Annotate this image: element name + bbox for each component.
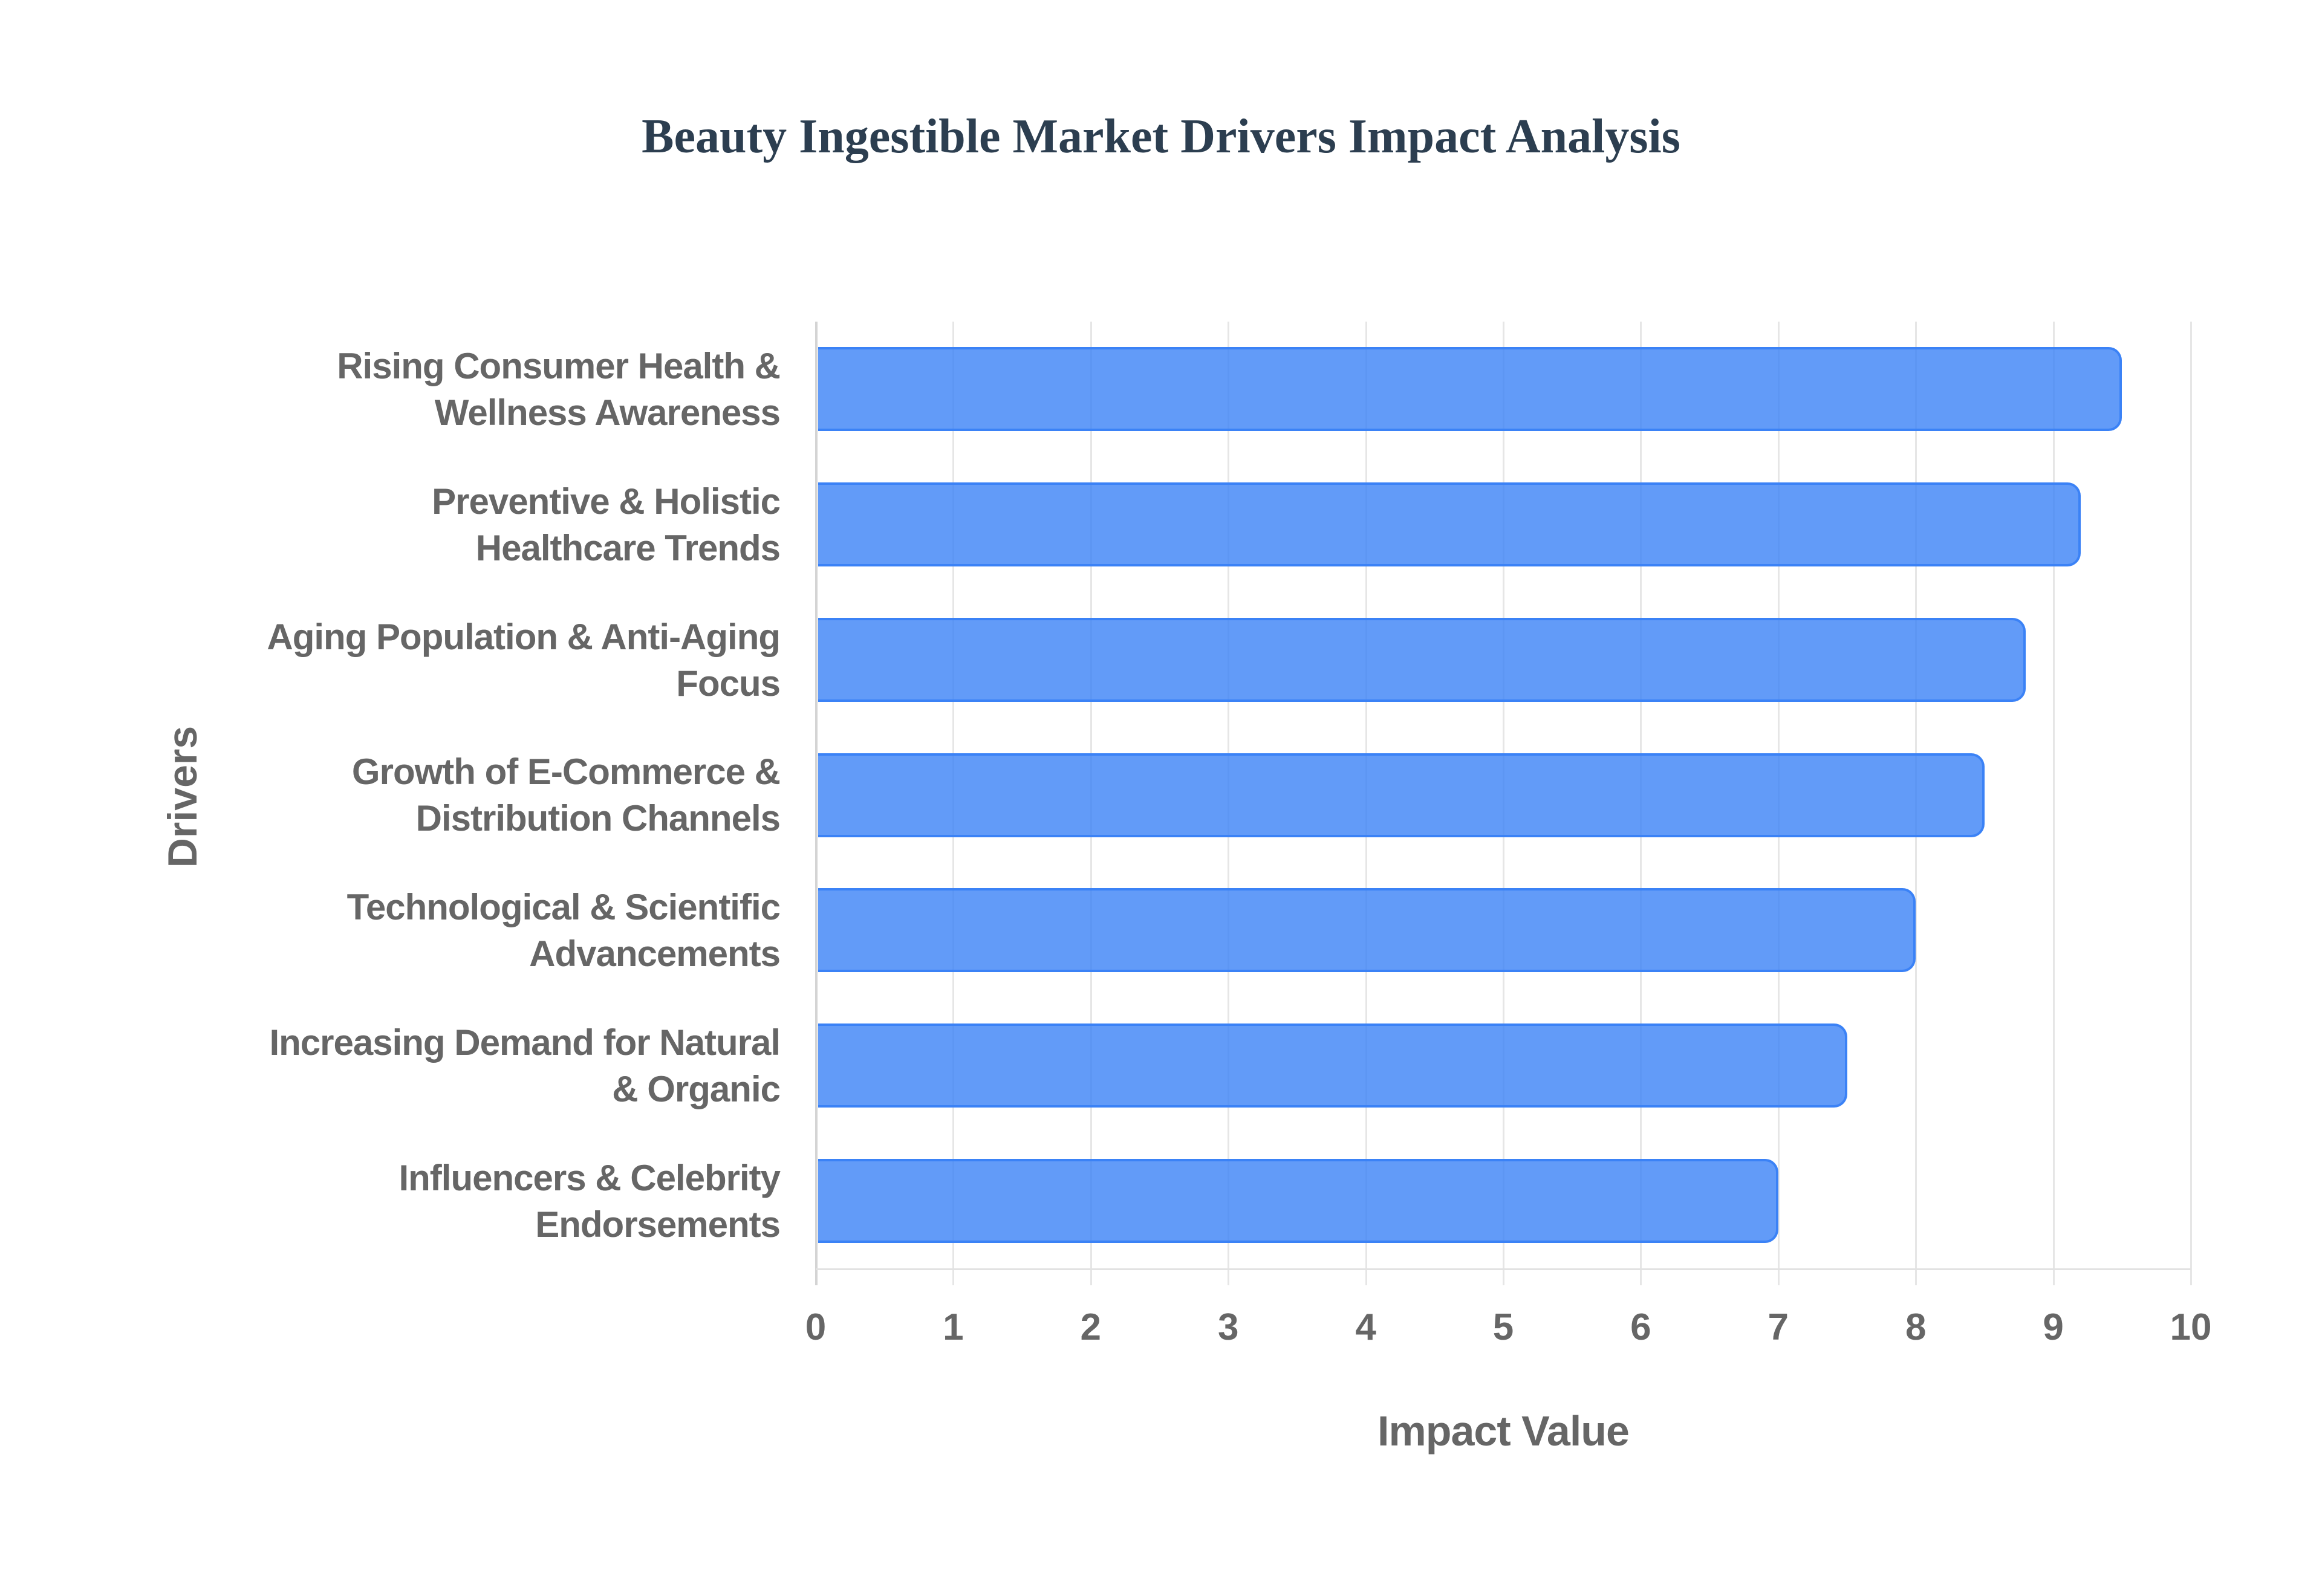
x-tick-label: 1 (943, 1306, 964, 1348)
x-tick-label: 2 (1080, 1306, 1102, 1348)
y-tick-label-text: Increasing Demand for Natural & Organic (269, 1022, 781, 1110)
y-tick-label: Aging Population & Anti-Aging Focus (181, 592, 781, 728)
bar-band (816, 457, 2191, 592)
y-tick-label-text: Preventive & Holistic Healthcare Trends (432, 481, 781, 568)
y-tick-label-text: Technological & Scientific Advancements (346, 887, 781, 975)
y-tick-label: Increasing Demand for Natural & Organic (181, 998, 781, 1134)
bar-band (816, 863, 2191, 998)
y-tick-label: Technological & Scientific Advancements (181, 863, 781, 998)
gridline (2190, 322, 2192, 1285)
bar[interactable] (818, 347, 2122, 431)
bar[interactable] (818, 617, 2026, 702)
y-tick-label-text: Aging Population & Anti-Aging Focus (267, 616, 781, 704)
bar[interactable] (818, 1159, 1778, 1244)
bar[interactable] (818, 1023, 1847, 1108)
bar[interactable] (818, 482, 2081, 566)
bar-band (816, 998, 2191, 1134)
bar-band (816, 322, 2191, 457)
bar-band (816, 592, 2191, 728)
plot-area (815, 322, 2192, 1285)
bar[interactable] (818, 888, 1916, 973)
y-tick-label-text: Influencers & Celebrity Endorsements (398, 1158, 781, 1245)
x-tick-label: 6 (1630, 1306, 1651, 1348)
bar-band (816, 728, 2191, 863)
x-tick-label: 0 (805, 1306, 827, 1348)
x-tick-label: 3 (1217, 1306, 1239, 1348)
y-axis-labels: Rising Consumer Health & Wellness Awaren… (181, 322, 781, 1269)
chart-title: Beauty Ingestible Market Drivers Impact … (642, 110, 1680, 163)
x-tick-label: 5 (1492, 1306, 1514, 1348)
y-tick-label: Preventive & Holistic Healthcare Trends (181, 457, 781, 592)
x-tick-label: 10 (2170, 1306, 2212, 1348)
bar-band (816, 1134, 2191, 1269)
y-tick-label-text: Rising Consumer Health & Wellness Awaren… (337, 345, 781, 433)
gridline (2052, 322, 2055, 1285)
x-tick-label: 4 (1355, 1306, 1376, 1348)
x-axis-title: Impact Value (1377, 1407, 1630, 1455)
y-axis-line (815, 322, 818, 1285)
x-tick-label: 9 (2043, 1306, 2064, 1348)
x-axis-line (816, 1268, 2191, 1270)
y-tick-label: Growth of E-Commerce & Distribution Chan… (181, 728, 781, 863)
x-axis-ticks: 0 1 2 3 4 5 6 7 8 9 10 (805, 1306, 2212, 1354)
x-tick-label: 7 (1768, 1306, 1789, 1348)
y-tick-label: Rising Consumer Health & Wellness Awaren… (181, 322, 781, 457)
x-tick-label: 8 (1905, 1306, 1927, 1348)
y-tick-label: Influencers & Celebrity Endorsements (181, 1134, 781, 1269)
y-tick-label-text: Growth of E-Commerce & Distribution Chan… (351, 751, 781, 839)
bar[interactable] (818, 753, 1985, 837)
